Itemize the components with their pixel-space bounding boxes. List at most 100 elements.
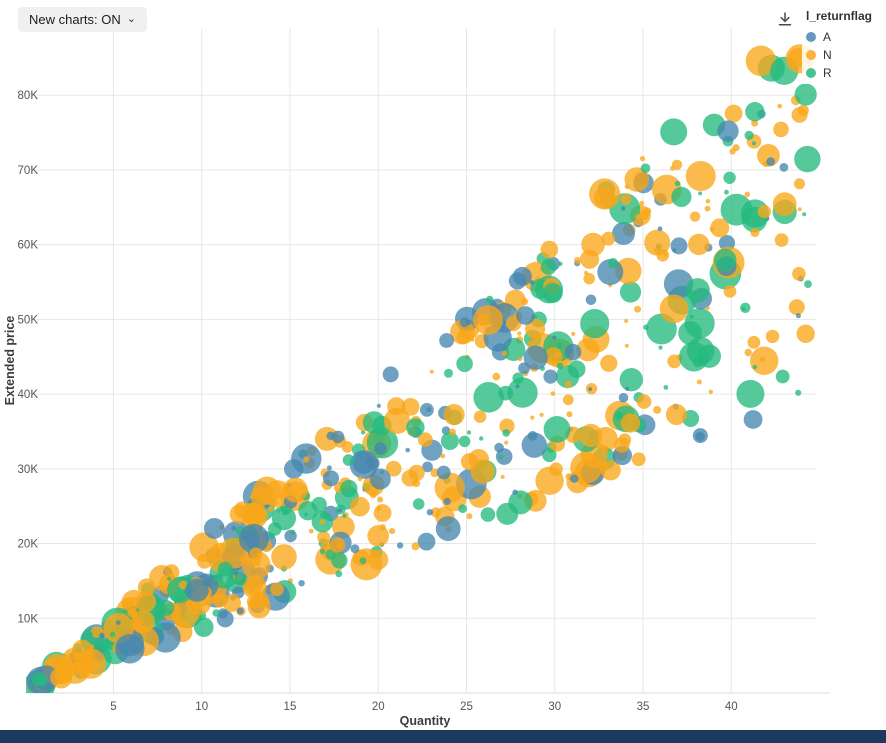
data-point-A[interactable] bbox=[284, 459, 304, 479]
data-point-A[interactable] bbox=[239, 523, 269, 554]
data-point-A[interactable] bbox=[618, 392, 629, 403]
data-point-A[interactable] bbox=[426, 509, 434, 516]
data-point-N[interactable] bbox=[635, 214, 642, 221]
data-point-R[interactable] bbox=[698, 191, 703, 196]
data-point-N[interactable] bbox=[564, 380, 573, 388]
data-point-N[interactable] bbox=[794, 178, 805, 190]
data-point-R[interactable] bbox=[542, 447, 557, 463]
data-point-N[interactable] bbox=[792, 267, 806, 281]
data-point-N[interactable] bbox=[84, 657, 100, 673]
data-point-N[interactable] bbox=[78, 668, 83, 674]
data-point-R[interactable] bbox=[619, 368, 643, 392]
data-point-N[interactable] bbox=[750, 228, 760, 238]
data-point-N[interactable] bbox=[705, 306, 710, 311]
data-point-R[interactable] bbox=[540, 259, 557, 275]
data-point-N[interactable] bbox=[618, 433, 632, 447]
data-point-R[interactable] bbox=[802, 212, 807, 217]
data-point-N[interactable] bbox=[411, 542, 420, 551]
data-point-N[interactable] bbox=[797, 207, 802, 212]
data-point-N[interactable] bbox=[376, 506, 382, 511]
data-point-N[interactable] bbox=[797, 104, 809, 116]
data-point-R[interactable] bbox=[158, 600, 175, 616]
data-point-N[interactable] bbox=[319, 519, 325, 525]
data-point-R[interactable] bbox=[331, 552, 348, 569]
data-point-N[interactable] bbox=[566, 411, 573, 418]
data-point-N[interactable] bbox=[751, 119, 759, 127]
data-point-N[interactable] bbox=[685, 161, 716, 191]
data-point-N[interactable] bbox=[401, 398, 420, 416]
data-point-A[interactable] bbox=[439, 333, 454, 348]
data-point-N[interactable] bbox=[163, 566, 172, 575]
data-point-R[interactable] bbox=[744, 130, 754, 140]
data-point-R[interactable] bbox=[556, 342, 563, 349]
data-point-N[interactable] bbox=[530, 415, 535, 420]
data-point-A[interactable] bbox=[657, 226, 663, 232]
data-point-R[interactable] bbox=[458, 435, 471, 448]
data-point-A[interactable] bbox=[115, 620, 121, 625]
data-point-A[interactable] bbox=[717, 120, 739, 142]
data-point-A[interactable] bbox=[552, 335, 557, 340]
data-point-R[interactable] bbox=[640, 163, 651, 173]
data-point-A[interactable] bbox=[570, 474, 579, 483]
data-point-N[interactable] bbox=[620, 413, 641, 433]
data-point-N[interactable] bbox=[350, 548, 383, 581]
data-point-A[interactable] bbox=[779, 163, 789, 172]
data-point-N[interactable] bbox=[377, 496, 384, 503]
data-point-A[interactable] bbox=[621, 206, 626, 211]
data-point-N[interactable] bbox=[539, 412, 544, 417]
data-point-R[interactable] bbox=[212, 609, 221, 617]
data-point-R[interactable] bbox=[740, 302, 751, 313]
data-point-R[interactable] bbox=[736, 379, 765, 408]
data-point-R[interactable] bbox=[502, 429, 511, 437]
data-point-N[interactable] bbox=[440, 453, 446, 459]
data-point-R[interactable] bbox=[217, 561, 233, 577]
data-point-N[interactable] bbox=[634, 305, 642, 313]
data-point-N[interactable] bbox=[765, 329, 780, 344]
data-point-N[interactable] bbox=[550, 391, 556, 396]
data-point-N[interactable] bbox=[189, 532, 219, 562]
data-point-N[interactable] bbox=[583, 272, 595, 285]
data-point-A[interactable] bbox=[435, 516, 461, 541]
data-point-A[interactable] bbox=[521, 432, 547, 458]
data-point-N[interactable] bbox=[704, 205, 711, 212]
data-point-N[interactable] bbox=[705, 198, 711, 204]
data-point-N[interactable] bbox=[135, 591, 157, 613]
data-point-A[interactable] bbox=[420, 403, 434, 417]
data-point-A[interactable] bbox=[376, 403, 381, 408]
data-point-N[interactable] bbox=[179, 617, 184, 622]
data-point-A[interactable] bbox=[612, 222, 635, 245]
data-point-N[interactable] bbox=[549, 462, 563, 476]
data-point-N[interactable] bbox=[178, 580, 188, 590]
data-point-R[interactable] bbox=[512, 372, 524, 384]
data-point-N[interactable] bbox=[636, 394, 652, 409]
data-point-A[interactable] bbox=[326, 465, 332, 471]
data-point-N[interactable] bbox=[383, 407, 411, 434]
data-point-N[interactable] bbox=[379, 524, 386, 531]
data-point-A[interactable] bbox=[795, 313, 801, 319]
data-point-N[interactable] bbox=[500, 474, 505, 479]
data-point-R[interactable] bbox=[290, 529, 296, 535]
data-point-R[interactable] bbox=[362, 411, 386, 434]
data-point-R[interactable] bbox=[304, 512, 308, 517]
data-point-N[interactable] bbox=[659, 294, 689, 324]
data-point-N[interactable] bbox=[72, 651, 83, 661]
data-point-R[interactable] bbox=[233, 572, 247, 586]
data-point-N[interactable] bbox=[357, 476, 363, 482]
data-point-A[interactable] bbox=[323, 470, 339, 487]
data-point-R[interactable] bbox=[752, 364, 757, 370]
data-point-R[interactable] bbox=[466, 430, 472, 435]
data-point-A[interactable] bbox=[516, 306, 535, 325]
data-point-R[interactable] bbox=[271, 505, 296, 531]
data-point-N[interactable] bbox=[579, 423, 603, 448]
data-point-R[interactable] bbox=[498, 454, 504, 460]
data-point-N[interactable] bbox=[600, 354, 618, 372]
data-point-R[interactable] bbox=[268, 532, 275, 539]
data-point-N[interactable] bbox=[137, 578, 156, 596]
data-point-R[interactable] bbox=[689, 314, 694, 319]
data-point-A[interactable] bbox=[543, 369, 558, 384]
data-point-R[interactable] bbox=[567, 360, 586, 379]
data-point-N[interactable] bbox=[601, 445, 609, 453]
data-point-A[interactable] bbox=[422, 461, 433, 473]
data-point-N[interactable] bbox=[796, 324, 815, 343]
data-point-N[interactable] bbox=[499, 418, 515, 434]
